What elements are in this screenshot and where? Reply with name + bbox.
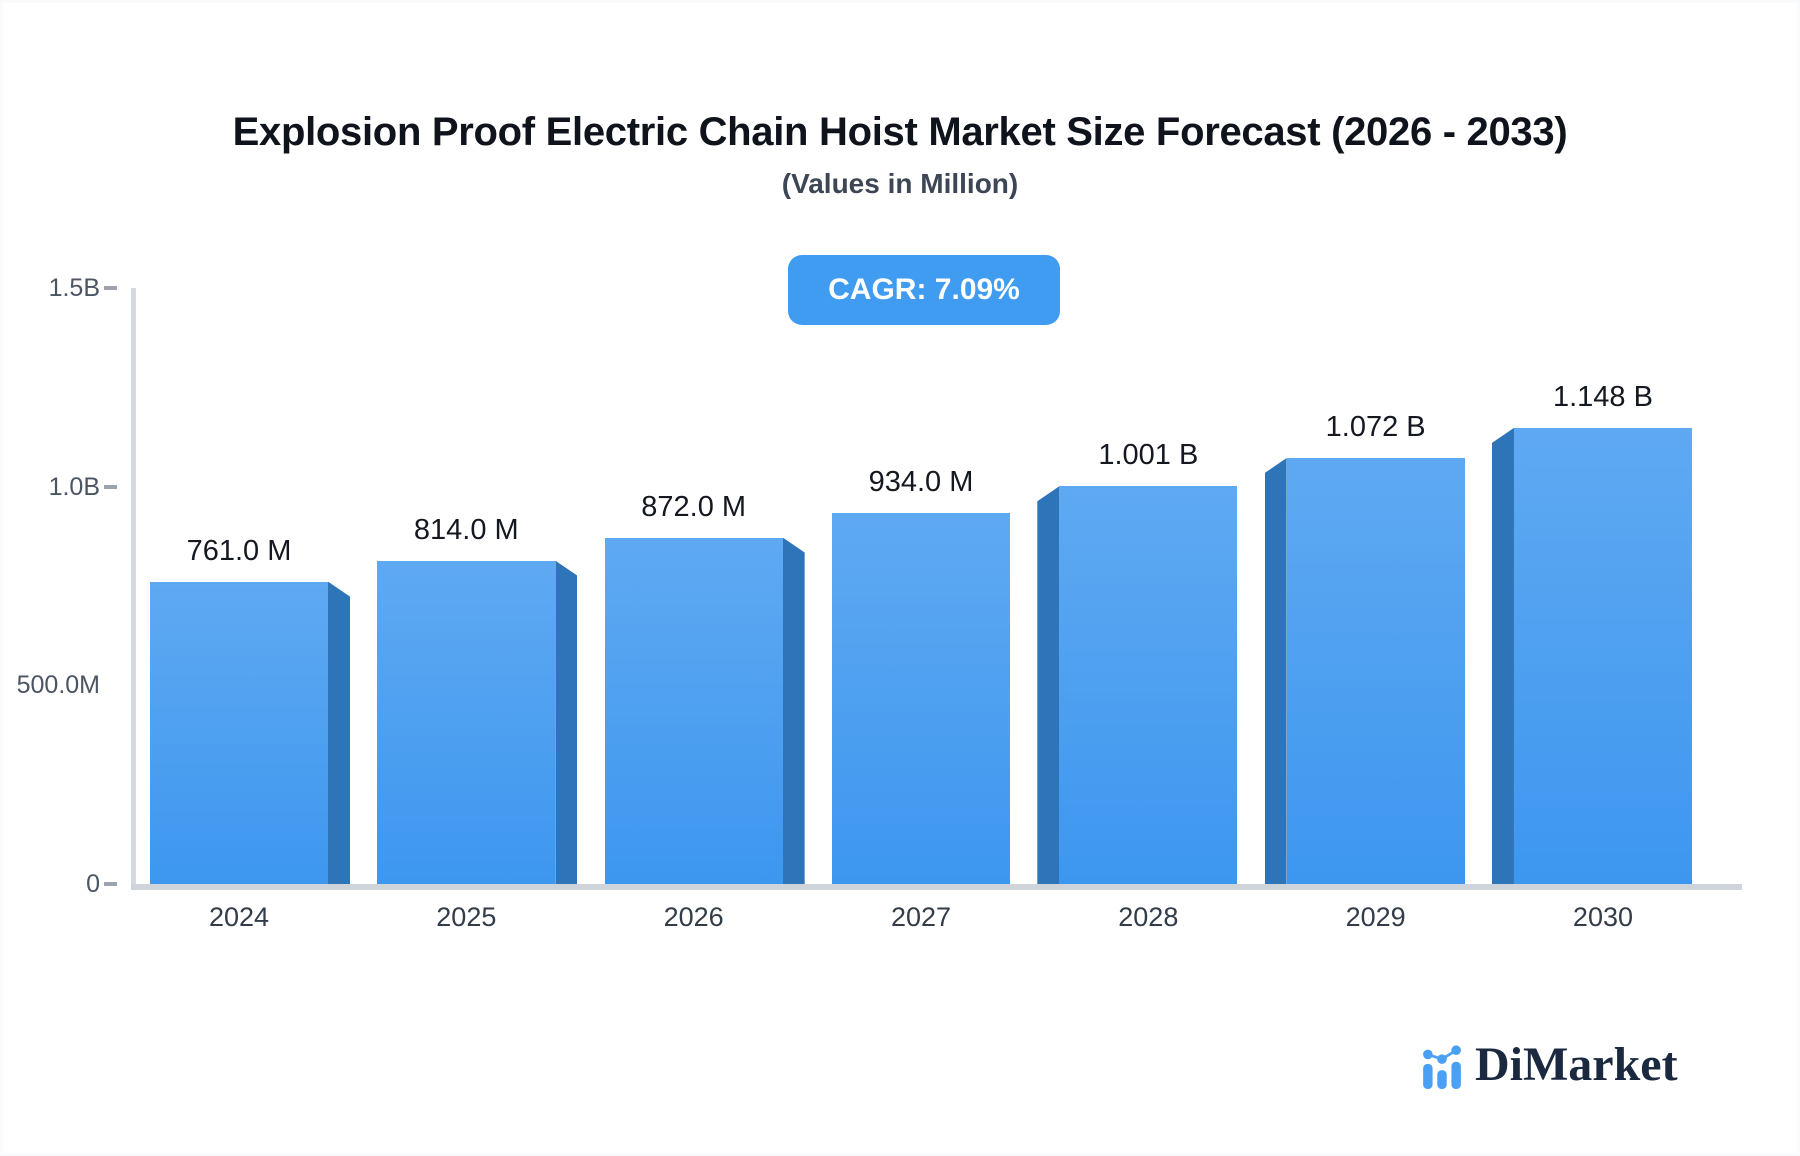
cagr-badge-label: CAGR: 7.09% [828,273,1020,306]
bar-side-2029 [1264,458,1287,884]
bar-value-label-2030: 1.148 B [1552,380,1653,413]
x-tick-label-2030: 2030 [1572,902,1633,932]
bar-side-2028 [1037,486,1060,884]
y-tick-label-1.0B: 1.0B [48,472,100,501]
chart-subtitle: (Values in Million) [781,168,1019,199]
bar-2030 [1513,427,1692,884]
x-tick-label-2024: 2024 [208,902,270,932]
y-tick-dash-1.0B [104,484,117,489]
x-axis-baseline [131,884,1742,890]
bar-value-label-2026: 872.0 M [641,490,747,523]
bar-side-2025 [555,560,578,884]
x-tick-label-2025: 2025 [436,902,497,932]
brand-logo: DiMarket [1421,1038,1678,1092]
x-tick-label-2027: 2027 [890,902,952,932]
cagr-badge: CAGR: 7.09% [788,255,1060,325]
x-tick-label-2028: 2028 [1118,902,1179,932]
bar-value-label-2027: 934.0 M [868,465,974,498]
bar-2028 [1059,486,1238,884]
bar-value-label-2029: 1.072 B [1325,411,1426,444]
brand-name: DiMarket [1475,1038,1678,1091]
y-tick-label-500.0M: 500.0M [16,671,100,700]
bar-value-label-2028: 1.001 B [1098,439,1199,472]
x-tick-label-2029: 2029 [1345,902,1406,932]
bar-2027 [831,512,1010,884]
bar-side-2024 [328,581,350,884]
chart-title: Explosion Proof Electric Chain Hoist Mar… [232,110,1568,154]
bar-value-label-2025: 814.0 M [413,513,519,546]
y-tick-dash-1.5B [104,286,117,290]
bar-value-label-2024: 761.0 M [186,534,292,567]
x-tick-label-2026: 2026 [663,902,724,932]
y-tick-label-1.5B: 1.5B [48,274,100,302]
bar-2024 [150,581,328,884]
bar-2026 [604,537,783,884]
y-tick-dash-0 [104,882,117,886]
y-tick-label-0: 0 [86,870,100,898]
bar-line-chart-icon [1423,1045,1461,1089]
y-axis-line [131,288,136,890]
bar-2029 [1286,458,1465,884]
bar-2025 [377,560,556,884]
bar-side-2026 [782,537,805,884]
bar-side-2030 [1491,427,1514,884]
